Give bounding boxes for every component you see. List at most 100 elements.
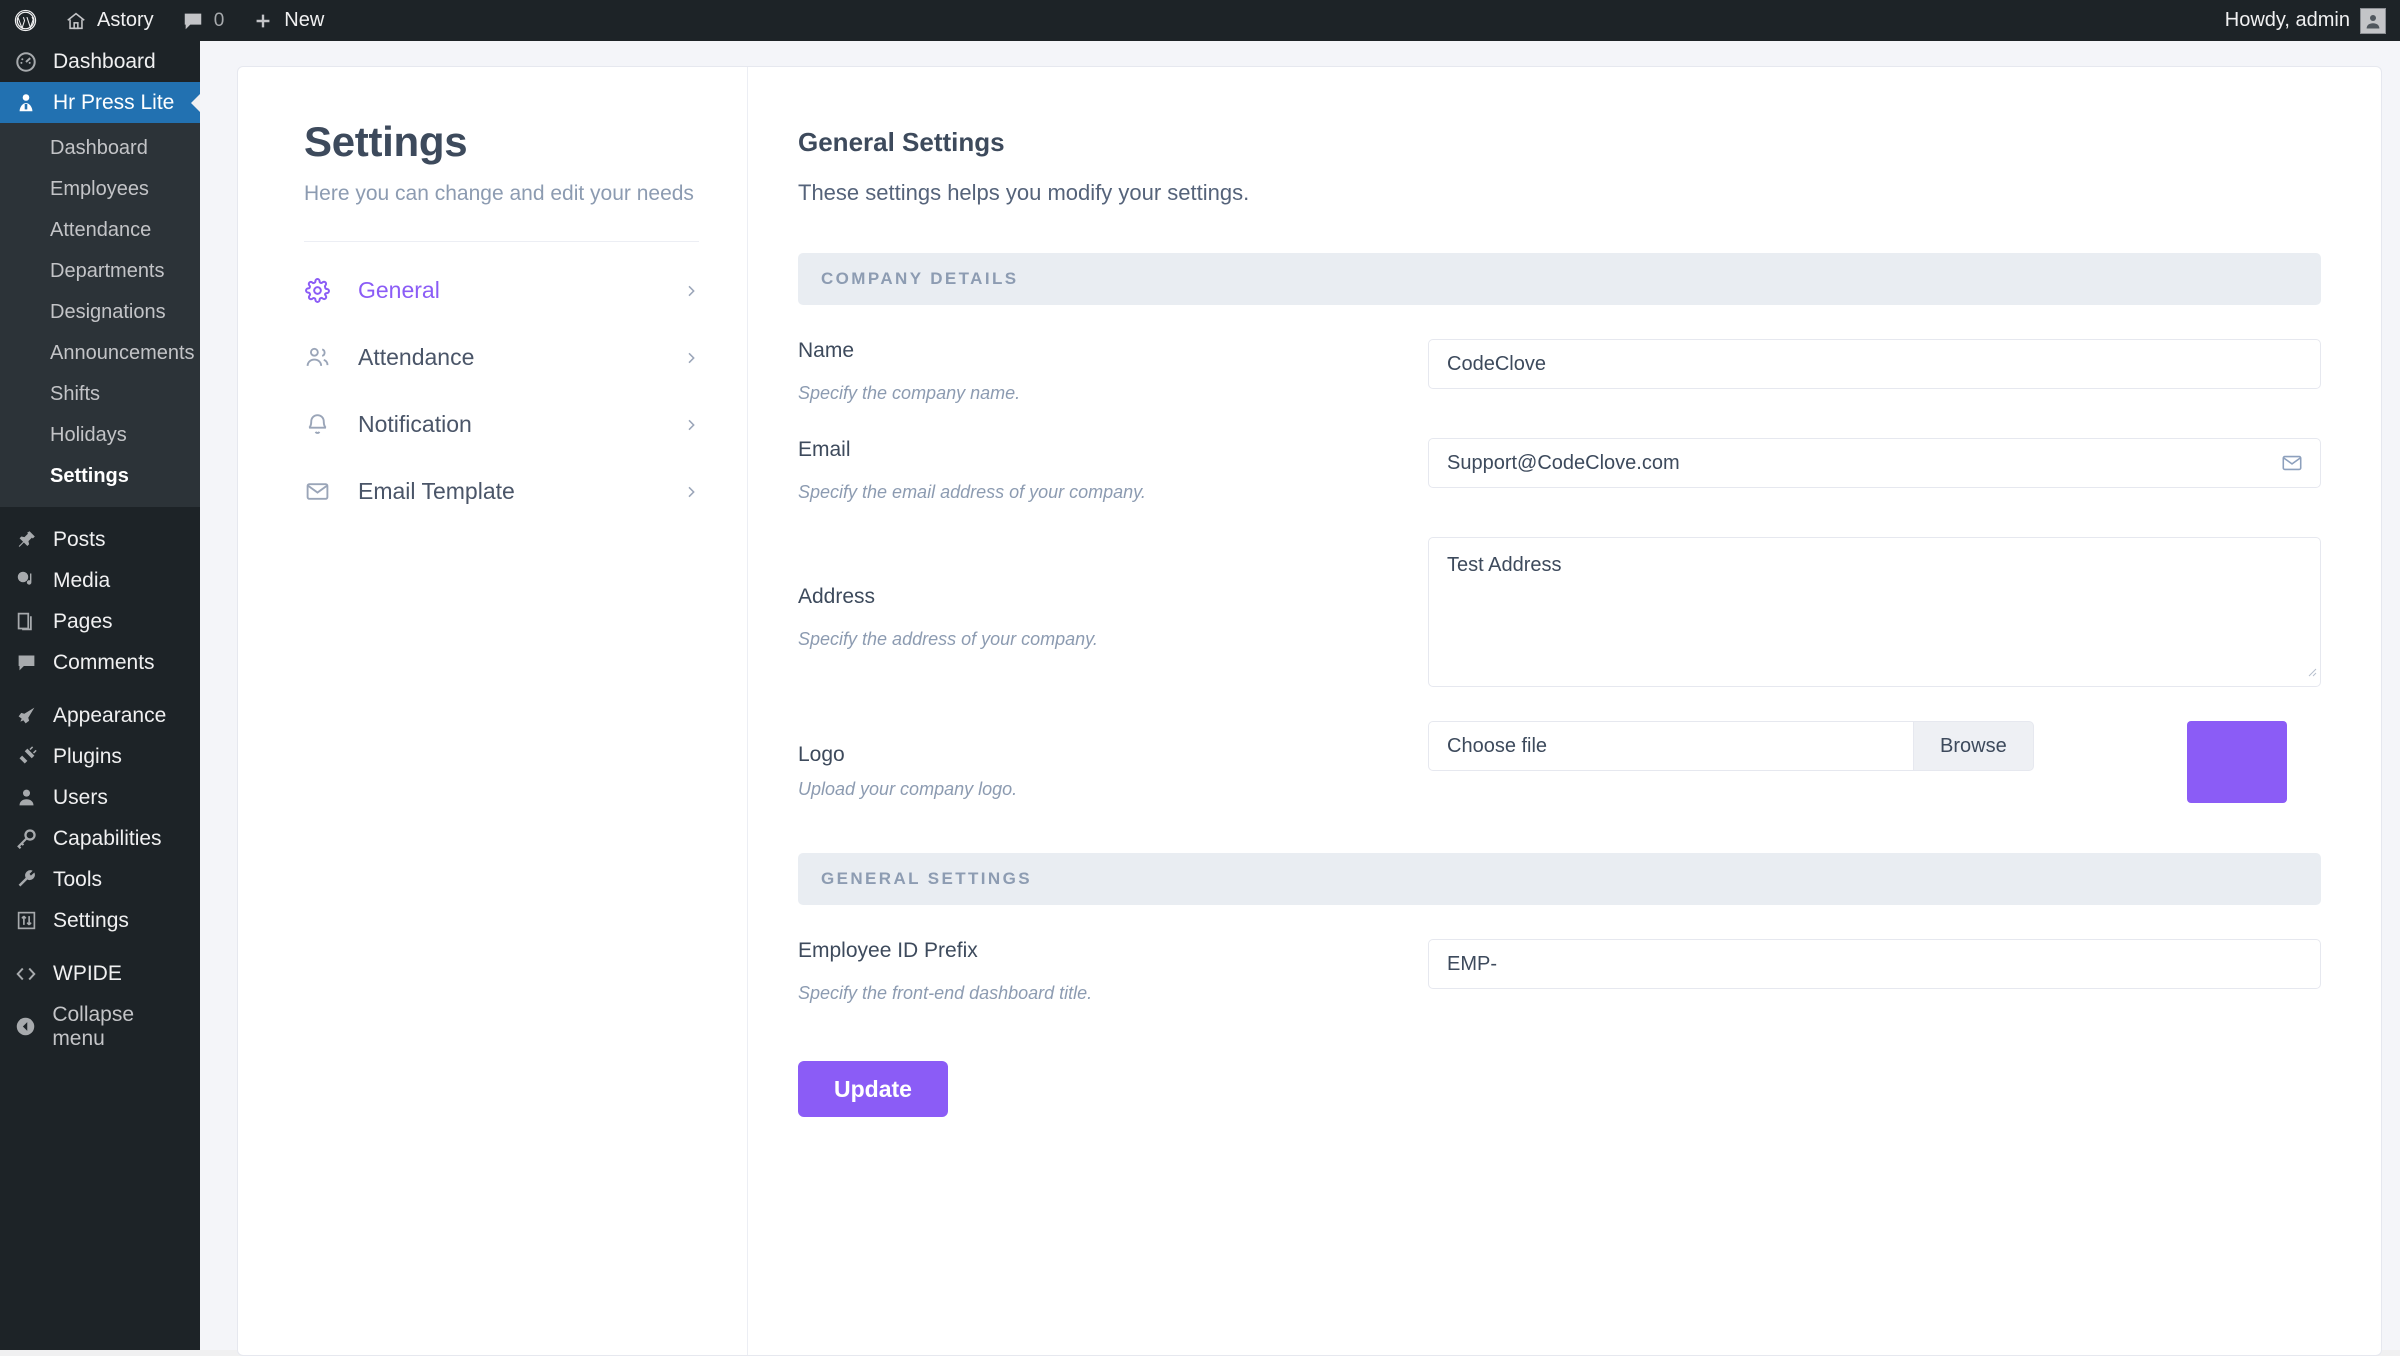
field-hint: Specify the email address of your compan… <box>798 482 1146 502</box>
wp-logo-menu[interactable] <box>0 0 51 41</box>
field-label: Logo <box>798 743 845 766</box>
company-email-input[interactable]: Support@CodeClove.com <box>1428 438 2321 488</box>
sidebar-item-tools[interactable]: Tools <box>0 859 200 900</box>
sidebar-item-appearance[interactable]: Appearance <box>0 695 200 736</box>
field-hint: Specify the front-end dashboard title. <box>798 983 1093 1003</box>
pages-icon <box>12 611 40 632</box>
key-icon <box>12 828 40 849</box>
field-label: Email <box>798 438 851 461</box>
field-label-group: Employee ID Prefix Specify the front-end… <box>798 939 1428 1004</box>
settings-nav-header: Settings Here you can change and edit yo… <box>238 118 747 206</box>
new-label: New <box>284 9 325 31</box>
settings-nav-panel: Settings Here you can change and edit yo… <box>238 67 748 1355</box>
company-address-textarea[interactable]: Test Address <box>1428 537 2321 687</box>
paintbrush-icon <box>12 705 40 726</box>
collapse-menu-button[interactable]: Collapse menu <box>0 1003 200 1050</box>
field-row-logo: Logo Upload your company logo. Choose fi… <box>798 687 2321 803</box>
sidebar-item-label: Hr Press Lite <box>53 90 175 114</box>
field-control: Support@CodeClove.com <box>1428 438 2321 488</box>
field-label: Address <box>798 585 876 608</box>
settings-tab-list: General Attendance <box>238 242 747 525</box>
sidebar-item-comments[interactable]: Comments <box>0 642 200 683</box>
sidebar-item-label: Comments <box>53 650 155 674</box>
logo-browse-button[interactable]: Browse <box>1913 721 2034 771</box>
settings-tab-label: General <box>358 277 440 304</box>
submenu-item-announcements[interactable]: Announcements <box>50 342 195 364</box>
field-control: Test Address <box>1428 537 2321 687</box>
sidebar-item-dashboard[interactable]: Dashboard <box>0 41 200 82</box>
settings-card: Settings Here you can change and edit yo… <box>237 66 2382 1356</box>
sidebar-item-settings[interactable]: Settings <box>0 900 200 941</box>
sidebar-item-hr-press-lite[interactable]: Hr Press Lite <box>0 82 200 123</box>
logo-preview-swatch <box>2186 721 2287 803</box>
avatar <box>2360 7 2386 34</box>
submenu-item-designations[interactable]: Designations <box>50 301 166 323</box>
menu-separator <box>0 683 200 695</box>
howdy-label: Howdy, admin <box>2224 9 2350 31</box>
my-account-menu[interactable]: Howdy, admin <box>2211 0 2400 41</box>
employee-id-prefix-input[interactable]: EMP- <box>1428 939 2321 989</box>
sidebar-item-label: Dashboard <box>53 49 156 73</box>
sidebar-item-posts[interactable]: Posts <box>0 519 200 560</box>
home-icon <box>65 10 87 32</box>
sidebar-item-label: Tools <box>53 867 103 891</box>
company-address-value: Test Address <box>1447 554 1562 576</box>
page-title: Settings <box>304 118 468 165</box>
submenu-item-holidays[interactable]: Holidays <box>50 424 127 446</box>
submenu-item-employees[interactable]: Employees <box>50 178 149 200</box>
sidebar-item-capabilities[interactable]: Capabilities <box>0 818 200 859</box>
dashboard-icon <box>12 51 40 73</box>
submenu-item-dashboard[interactable]: Dashboard <box>50 137 148 159</box>
field-control: Choose file Browse <box>1428 721 2321 803</box>
sidebar-item-pages[interactable]: Pages <box>0 601 200 642</box>
user-badge-icon <box>12 92 40 114</box>
sidebar-item-media[interactable]: Media <box>0 560 200 601</box>
logo-file-input[interactable]: Choose file <box>1428 721 1913 771</box>
chevron-right-icon <box>683 417 699 433</box>
comments-menu[interactable]: 0 <box>168 0 239 41</box>
settings-tab-email-template[interactable]: Email Template <box>238 458 747 525</box>
field-hint: Specify the company name. <box>798 383 1021 403</box>
field-hint: Specify the address of your company. <box>798 629 1098 649</box>
wp-admin-bar: Astory 0 New Howdy, admin <box>0 0 2400 41</box>
company-name-input[interactable]: CodeClove <box>1428 339 2321 389</box>
site-name-menu[interactable]: Astory <box>51 0 168 41</box>
chevron-right-icon <box>683 350 699 366</box>
submenu-item-shifts[interactable]: Shifts <box>50 383 101 405</box>
settings-tab-notification[interactable]: Notification <box>238 391 747 458</box>
sidebar-item-label: Users <box>53 785 108 809</box>
wrench-icon <box>12 869 40 890</box>
settings-tab-label: Email Template <box>358 478 515 505</box>
update-button[interactable]: Update <box>798 1061 948 1117</box>
submenu-item-settings[interactable]: Settings <box>50 465 129 487</box>
field-label-group: Name Specify the company name. <box>798 339 1428 404</box>
wp-body: Settings Here you can change and edit yo… <box>200 41 2400 1356</box>
settings-tab-label: Notification <box>358 411 472 438</box>
envelope-icon <box>2281 452 2303 474</box>
resize-grip-icon[interactable] <box>2305 660 2317 683</box>
settings-tab-general[interactable]: General <box>238 257 747 324</box>
submenu-item-attendance[interactable]: Attendance <box>50 219 152 241</box>
page-subtitle: Here you can change and edit your needs <box>304 182 694 206</box>
field-label-group: Logo Upload your company logo. <box>798 721 1428 800</box>
sidebar-item-label: Posts <box>53 527 106 551</box>
plus-icon <box>252 10 274 32</box>
code-icon <box>12 963 40 985</box>
user-icon <box>12 787 40 808</box>
chevron-right-icon <box>683 484 699 500</box>
field-control: EMP- <box>1428 939 2321 989</box>
comment-bubble-icon <box>182 10 204 32</box>
company-email-value: Support@CodeClove.com <box>1447 451 1680 474</box>
field-hint: Upload your company logo. <box>798 779 1018 799</box>
settings-tab-attendance[interactable]: Attendance <box>238 324 747 391</box>
sidebar-item-plugins[interactable]: Plugins <box>0 736 200 777</box>
sidebar-item-users[interactable]: Users <box>0 777 200 818</box>
sidebar-item-wpide[interactable]: WPIDE <box>0 953 200 994</box>
sidebar-item-label: Appearance <box>53 703 167 727</box>
media-icon <box>12 570 40 591</box>
new-content-menu[interactable]: New <box>238 0 338 41</box>
comment-count: 0 <box>213 9 225 31</box>
sliders-icon <box>12 910 40 931</box>
submenu-item-departments[interactable]: Departments <box>50 260 165 282</box>
section-header-general-settings: GENERAL SETTINGS <box>798 853 2321 905</box>
